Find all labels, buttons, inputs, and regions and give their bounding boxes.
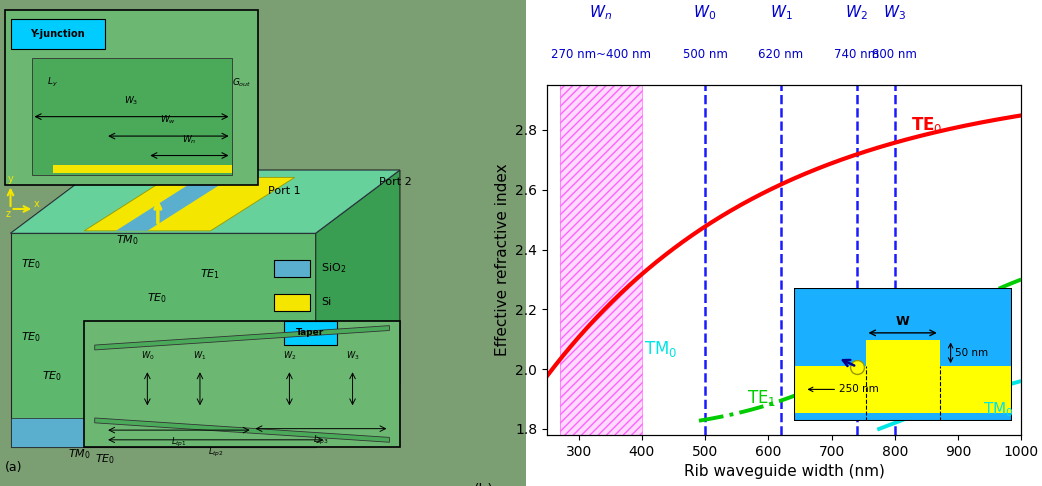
Polygon shape xyxy=(10,418,316,447)
Text: $W_w$: $W_w$ xyxy=(160,114,176,126)
Text: Si: Si xyxy=(321,297,331,307)
Text: 740 nm: 740 nm xyxy=(835,48,879,61)
Text: $TE_0$: $TE_0$ xyxy=(21,257,42,271)
Text: $TE_0$: $TE_0$ xyxy=(290,296,309,310)
Text: (b): (b) xyxy=(473,482,493,486)
Text: $W_n$: $W_n$ xyxy=(182,133,197,146)
Polygon shape xyxy=(10,170,400,233)
Text: $W_0$: $W_0$ xyxy=(694,3,717,22)
Text: TE$_0$: TE$_0$ xyxy=(911,115,942,135)
Text: (a): (a) xyxy=(5,461,23,474)
Text: Port 2: Port 2 xyxy=(379,177,412,187)
Bar xyxy=(5,10,257,185)
Text: $W_3$: $W_3$ xyxy=(884,3,907,22)
X-axis label: Rib waveguide width (nm): Rib waveguide width (nm) xyxy=(684,464,885,479)
Text: $W_n$: $W_n$ xyxy=(589,3,613,22)
Polygon shape xyxy=(95,326,390,350)
Text: 620 nm: 620 nm xyxy=(759,48,803,61)
Text: TE$_1$: TE$_1$ xyxy=(747,388,776,408)
Text: Port 1: Port 1 xyxy=(268,187,300,196)
Text: 270 nm~400 nm: 270 nm~400 nm xyxy=(551,48,651,61)
Polygon shape xyxy=(10,233,316,447)
Text: 800 nm: 800 nm xyxy=(872,48,917,61)
Bar xyxy=(274,294,311,311)
Text: z: z xyxy=(5,209,10,219)
Text: $W_2$: $W_2$ xyxy=(282,349,296,362)
Text: $L_y$: $L_y$ xyxy=(47,76,58,89)
Text: $W_1$: $W_1$ xyxy=(770,3,792,22)
Text: $W_2$: $W_2$ xyxy=(845,3,868,22)
Polygon shape xyxy=(84,177,295,231)
Polygon shape xyxy=(316,170,400,447)
Polygon shape xyxy=(53,165,231,173)
Text: $G_{out}$: $G_{out}$ xyxy=(231,76,251,89)
Text: Y-junction: Y-junction xyxy=(30,29,85,39)
Polygon shape xyxy=(95,418,390,442)
Text: $TE_0$: $TE_0$ xyxy=(42,369,63,383)
Text: y: y xyxy=(8,174,14,184)
Text: $W_3$: $W_3$ xyxy=(124,94,139,107)
Text: $L_{tp2}$: $L_{tp2}$ xyxy=(207,446,224,459)
Text: $W_1$: $W_1$ xyxy=(193,349,206,362)
Text: $TE_0$: $TE_0$ xyxy=(147,291,168,305)
Text: $TE_0$: $TE_0$ xyxy=(95,451,115,466)
Text: $TM_0$: $TM_0$ xyxy=(69,447,92,461)
Text: TM$_0$: TM$_0$ xyxy=(644,339,677,359)
Bar xyxy=(274,260,311,277)
Text: TM$_0$: TM$_0$ xyxy=(984,400,1014,419)
Text: $TE_0$: $TE_0$ xyxy=(21,330,42,344)
Polygon shape xyxy=(116,177,231,231)
Text: $TE_1$: $TE_1$ xyxy=(200,267,220,281)
Text: $L_{tp3}$: $L_{tp3}$ xyxy=(313,434,329,447)
Text: $L_{tp1}$: $L_{tp1}$ xyxy=(171,435,187,449)
Text: SiO$_2$: SiO$_2$ xyxy=(321,261,346,275)
Bar xyxy=(10,19,105,49)
Bar xyxy=(284,321,337,345)
Bar xyxy=(560,85,642,435)
Text: $W_3$: $W_3$ xyxy=(346,349,359,362)
Text: Taper: Taper xyxy=(296,329,325,337)
Text: x: x xyxy=(34,199,40,208)
Polygon shape xyxy=(31,58,231,175)
Text: $TM_0$: $TM_0$ xyxy=(116,233,139,247)
Y-axis label: Effective refractive index: Effective refractive index xyxy=(495,164,510,356)
Text: 500 nm: 500 nm xyxy=(683,48,727,61)
Polygon shape xyxy=(10,170,400,233)
Text: $W_0$: $W_0$ xyxy=(141,349,154,362)
Bar xyxy=(84,321,400,447)
